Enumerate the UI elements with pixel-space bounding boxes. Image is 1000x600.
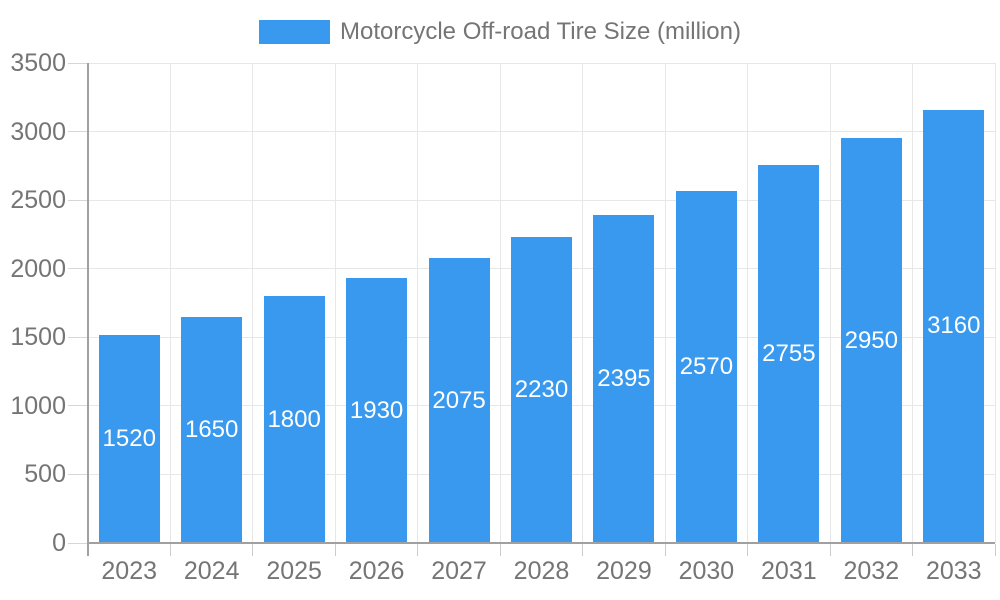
- x-tick-label: 2025: [266, 557, 322, 585]
- y-axis-tick: [68, 542, 88, 544]
- x-tick-label: 2033: [925, 557, 982, 585]
- y-axis-tick: [68, 473, 88, 475]
- v-gridline: [334, 63, 336, 543]
- x-axis-tick: [747, 544, 749, 556]
- bar: [840, 138, 902, 543]
- bar: [428, 258, 490, 543]
- v-gridline: [664, 63, 666, 543]
- x-axis-tick: [334, 544, 336, 556]
- v-gridline: [582, 63, 584, 543]
- x-axis-tick: [582, 544, 584, 556]
- y-axis-tick: [68, 268, 88, 270]
- bar: [511, 237, 572, 543]
- x-axis-tick: [994, 544, 996, 556]
- bar-value-label: 1520: [102, 424, 156, 452]
- bar: [923, 109, 985, 543]
- y-axis-tick: [68, 131, 88, 133]
- x-axis-line: [88, 542, 995, 544]
- legend-label: Motorcycle Off-road Tire Size (million): [340, 18, 741, 45]
- v-gridline: [499, 63, 501, 543]
- x-tick-label: 2029: [596, 557, 652, 585]
- y-tick-label: 2500: [10, 186, 66, 215]
- x-tick-label: 2030: [678, 557, 735, 585]
- x-tick-label: 2026: [348, 557, 405, 585]
- bar: [346, 278, 408, 543]
- y-tick-label: 2000: [10, 254, 66, 283]
- y-tick-label: 0: [52, 529, 66, 557]
- x-axis-tick: [169, 544, 171, 556]
- x-axis-tick: [912, 544, 914, 556]
- bar-value-label: 1930: [349, 396, 404, 424]
- bar-value-label: 2570: [679, 352, 734, 380]
- v-gridline: [747, 63, 749, 543]
- y-axis-tick: [68, 62, 88, 64]
- bar-value-label: 1800: [267, 405, 321, 433]
- x-axis-tick: [664, 544, 666, 556]
- y-axis-line: [87, 63, 89, 556]
- v-gridline: [912, 63, 914, 543]
- bar-value-label: 3160: [927, 312, 981, 340]
- legend-swatch-icon: [259, 20, 330, 44]
- chart-legend[interactable]: Motorcycle Off-road Tire Size (million): [259, 18, 741, 46]
- y-axis-tick: [68, 405, 88, 407]
- bar: [98, 334, 160, 543]
- v-gridline: [252, 63, 254, 543]
- x-tick-label: 2031: [761, 557, 817, 585]
- h-gridline: [88, 62, 995, 64]
- bar-value-label: 2755: [762, 340, 816, 368]
- x-axis-tick: [829, 544, 831, 556]
- x-axis-tick: [417, 544, 419, 556]
- y-axis-tick: [68, 336, 88, 338]
- y-tick-label: 3500: [10, 49, 66, 77]
- bar-value-label: 2230: [514, 376, 569, 404]
- x-tick-label: 2032: [843, 557, 900, 585]
- x-tick-label: 2023: [101, 557, 158, 585]
- y-tick-label: 500: [24, 460, 66, 489]
- y-tick-label: 1000: [10, 391, 66, 420]
- x-tick-label: 2028: [513, 557, 570, 585]
- x-axis-tick: [252, 544, 254, 556]
- y-tick-label: 1500: [10, 323, 66, 352]
- x-axis-tick: [499, 544, 501, 556]
- x-tick-label: 2024: [183, 557, 240, 585]
- bar: [593, 214, 655, 543]
- v-gridline: [169, 63, 171, 543]
- v-gridline: [994, 63, 996, 543]
- v-gridline: [829, 63, 831, 543]
- y-axis-tick: [68, 199, 88, 201]
- y-tick-label: 3000: [10, 117, 66, 146]
- h-gridline: [88, 131, 995, 133]
- bar: [181, 316, 243, 543]
- x-tick-label: 2027: [431, 557, 487, 585]
- bar-value-label: 2075: [432, 386, 486, 414]
- bar-value-label: 2395: [597, 364, 651, 392]
- bar-value-label: 1650: [184, 415, 239, 443]
- h-gridline: [88, 199, 995, 201]
- bar: [263, 296, 325, 543]
- bar: [758, 165, 820, 543]
- bar: [675, 190, 737, 543]
- bar-value-label: 2950: [844, 326, 898, 354]
- v-gridline: [417, 63, 419, 543]
